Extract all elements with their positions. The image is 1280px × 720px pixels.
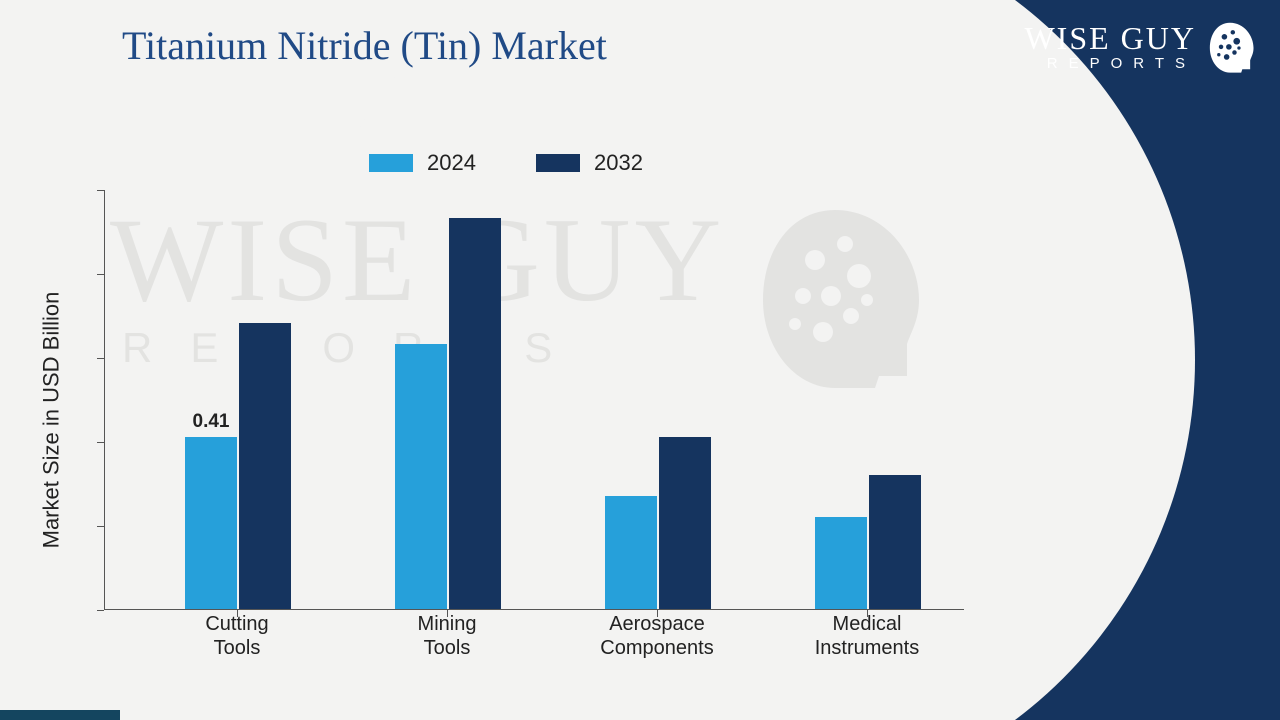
x-tick: [867, 610, 868, 617]
brand-line1: WISE GUY: [1024, 20, 1196, 57]
chart: Market Size in USD Billion 2024 2032 0.4…: [36, 150, 976, 690]
y-tick: [97, 190, 104, 191]
bar-2024: [605, 496, 657, 609]
bar-group: [815, 475, 921, 609]
bar-2024: [395, 344, 447, 609]
legend-item-2032: 2032: [536, 150, 643, 176]
y-axis-label: Market Size in USD Billion: [36, 150, 66, 690]
brand-line2: REPORTS: [1047, 55, 1196, 72]
x-axis-label: MiningTools: [367, 612, 527, 660]
bar-2032: [869, 475, 921, 609]
y-tick: [97, 274, 104, 275]
x-axis-label: AerospaceComponents: [577, 612, 737, 660]
bar-2032: [659, 437, 711, 609]
bottom-accent-bar: [0, 710, 120, 720]
bar-group: 0.41: [185, 323, 291, 609]
y-tick: [97, 358, 104, 359]
y-tick: [97, 526, 104, 527]
bar-2032: [239, 323, 291, 609]
y-tick: [97, 442, 104, 443]
x-axis-label: CuttingTools: [157, 612, 317, 660]
bar-2024: [815, 517, 867, 609]
legend: 2024 2032: [36, 150, 976, 176]
bar-group: [605, 437, 711, 609]
brand-head-icon: [1202, 20, 1258, 76]
chart-title: Titanium Nitride (Tin) Market: [122, 22, 607, 69]
y-tick: [97, 610, 104, 611]
legend-swatch-2032: [536, 154, 580, 172]
x-tick: [657, 610, 658, 617]
x-tick: [447, 610, 448, 617]
legend-swatch-2024: [369, 154, 413, 172]
legend-label-2032: 2032: [594, 150, 643, 176]
plot-area: 0.41: [104, 190, 964, 610]
legend-label-2024: 2024: [427, 150, 476, 176]
bars-container: 0.41: [105, 190, 964, 609]
brand-logo: WISE GUY REPORTS: [1024, 20, 1258, 76]
bar-2032: [449, 218, 501, 609]
x-axis-label: MedicalInstruments: [787, 612, 947, 660]
bar-value-label: 0.41: [185, 411, 237, 433]
legend-item-2024: 2024: [369, 150, 476, 176]
page-root: WISE GUY REPORTS WISE GUY REPORTS: [0, 0, 1280, 720]
bar-group: [395, 218, 501, 609]
x-tick: [237, 610, 238, 617]
bar-2024: 0.41: [185, 437, 237, 609]
